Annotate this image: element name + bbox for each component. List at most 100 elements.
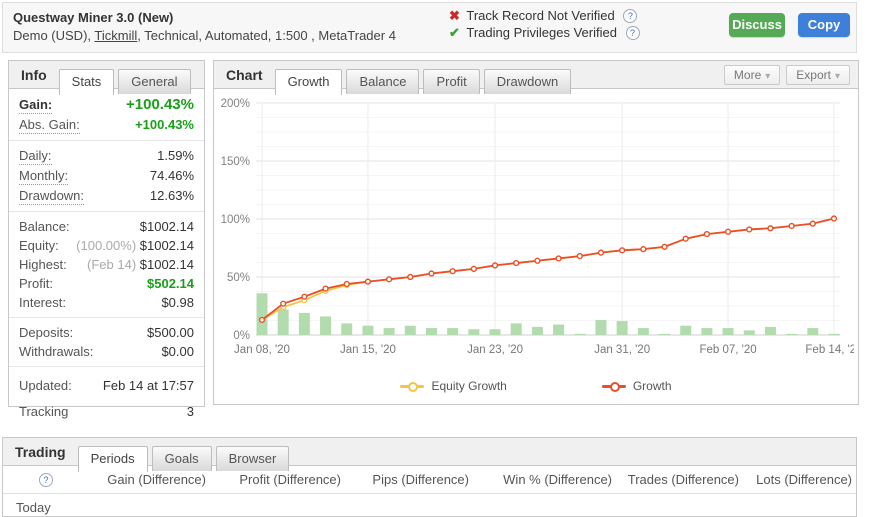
growth-chart-svg: 0% 50% 100% 150% 200% Jan 08, '20 Jan 15, '20 J…: [221, 98, 863, 356]
chart-tab-profit[interactable]: Profit: [423, 69, 480, 94]
stat-value: +100.43%: [135, 117, 194, 132]
export-button[interactable]: Export ▾: [786, 65, 850, 85]
stat-value-note: (100.00%): [76, 238, 140, 253]
stat-label: Daily:: [19, 148, 52, 165]
trading-panel-title: Trading: [15, 444, 66, 460]
stat-value: $0.98: [161, 295, 194, 310]
stat-label: Balance:: [19, 219, 70, 234]
verification-block: ✖ Track Record Not Verified ? ✔ Trading …: [449, 7, 640, 41]
stat-row-balance: Balance: $1002.14: [9, 217, 204, 236]
column-header-gain-difference[interactable]: Gain (Difference): [107, 472, 206, 487]
chart-tab-drawdown[interactable]: Drawdown: [483, 69, 572, 94]
svg-text:Feb 14, '20: Feb 14, '20: [805, 344, 854, 356]
stat-value: 1.59%: [157, 148, 194, 163]
svg-text:Feb 07, '20: Feb 07, '20: [699, 344, 756, 356]
info-tab-general[interactable]: General: [118, 69, 191, 94]
chevron-down-icon: ▾: [834, 71, 840, 82]
account-header: Questway Miner 3.0 (New) Demo (USD), Tic…: [2, 2, 857, 53]
column-header-lots-difference[interactable]: Lots (Difference): [756, 472, 852, 487]
legend-item-growth[interactable]: Growth: [601, 379, 672, 393]
column-header-win-difference[interactable]: Win % (Difference): [503, 472, 612, 487]
stat-value: 74.46%: [149, 168, 194, 183]
trading-tab-periods[interactable]: Periods: [77, 446, 148, 472]
stat-row-drawdown: Drawdown: 12.63%: [9, 186, 204, 206]
stat-value: (100.00%) $1002.14: [76, 238, 194, 253]
stat-label: Abs. Gain:: [19, 117, 80, 134]
stat-label: Equity:: [19, 238, 59, 253]
column-header-trades-difference[interactable]: Trades (Difference): [627, 472, 739, 487]
trading-tab-browser[interactable]: Browser: [215, 446, 290, 471]
stat-row-interest: Interest: $0.98: [9, 293, 204, 312]
stat-value: $502.14: [147, 276, 194, 291]
stat-label: Drawdown:: [19, 188, 85, 205]
divider: [9, 140, 204, 141]
stat-row-profit: Profit: $502.14: [9, 274, 204, 293]
more-button[interactable]: More ▾: [723, 65, 781, 85]
help-icon[interactable]: ?: [39, 473, 53, 487]
stat-label: Updated:: [19, 378, 72, 393]
account-title: Questway Miner 3.0 (New): [13, 10, 174, 25]
copy-button[interactable]: Copy: [798, 13, 850, 37]
legend-marker-icon: [601, 381, 626, 392]
stat-label: Highest:: [19, 257, 67, 272]
stat-label: Interest:: [19, 295, 66, 310]
svg-text:50%: 50%: [227, 272, 250, 284]
legend-item-equity-growth[interactable]: Equity Growth: [400, 379, 507, 393]
stat-label: Profit:: [19, 276, 53, 291]
svg-text:0%: 0%: [233, 330, 250, 342]
stat-value: $0.00: [161, 344, 194, 359]
stat-value: 3: [186, 404, 194, 419]
chart-tab-growth[interactable]: Growth: [274, 69, 343, 95]
stat-row-withdrawals: Withdrawals: $0.00: [9, 342, 204, 361]
info-tabbar: Info Stats General: [9, 61, 204, 95]
stat-value: Feb 14 at 17:57: [102, 378, 194, 393]
legend-label: Growth: [632, 379, 672, 393]
chart-panel: Chart Growth Balance Profit Drawdown More ▾ …: [213, 60, 863, 405]
trading-privileges-label: Trading Privileges Verified: [466, 25, 617, 40]
chart-tab-balance[interactable]: Balance: [346, 69, 420, 94]
info-panel-title: Info: [21, 67, 47, 83]
check-icon: ✔: [449, 25, 460, 40]
info-tab-stats[interactable]: Stats: [58, 69, 115, 95]
help-icon[interactable]: ?: [623, 9, 638, 23]
stat-value: (Feb 14) $1002.14: [87, 257, 194, 272]
table-row-today[interactable]: Today: [16, 500, 51, 515]
stat-row-highest: Highest: (Feb 14) $1002.14: [9, 255, 204, 274]
stat-label: Tracking: [19, 404, 69, 419]
legend-label: Equity Growth: [431, 379, 507, 393]
broker-link[interactable]: Tickmill: [94, 28, 138, 43]
trading-tab-goals[interactable]: Goals: [151, 446, 212, 471]
chevron-down-icon: ▾: [765, 71, 771, 82]
column-header-profit-difference[interactable]: Profit (Difference): [239, 472, 341, 487]
svg-text:200%: 200%: [221, 98, 250, 110]
stat-value: $1002.14: [139, 219, 194, 234]
account-subtitle: Demo (USD), Tickmill, Technical, Automat…: [13, 28, 396, 43]
discuss-button[interactable]: Discuss: [729, 13, 785, 37]
growth-chart: 0% 50% 100% 150% 200% Jan 08, '20 Jan 15, '20 J…: [216, 91, 863, 378]
stat-row-abs-gain: Abs. Gain: +100.43%: [9, 115, 204, 135]
divider: [9, 211, 204, 212]
stat-value: $500.00: [147, 325, 194, 340]
stat-row-gain: Gain: +100.43%: [9, 95, 204, 115]
stat-row-tracking: Tracking 3: [9, 398, 204, 424]
svg-text:100%: 100%: [221, 214, 250, 226]
growth-line: [261, 217, 835, 321]
stat-label: Monthly:: [19, 168, 69, 185]
stat-label: Deposits:: [19, 325, 74, 340]
divider: [9, 317, 204, 318]
track-record-status: ✖ Track Record Not Verified ?: [449, 7, 640, 24]
svg-text:Jan 08, '20: Jan 08, '20: [234, 344, 290, 356]
track-record-label: Track Record Not Verified: [466, 8, 615, 23]
svg-text:150%: 150%: [221, 156, 250, 168]
chart-legend: Equity Growth Growth: [214, 379, 858, 393]
account-subtitle-suffix: , Technical, Automated, 1:500 , MetaTrad…: [137, 28, 396, 43]
stats-list: Gain: +100.43% Abs. Gain: +100.43% Daily: 1.5…: [9, 89, 204, 424]
stat-row-deposits: Deposits: $500.00: [9, 323, 204, 342]
stat-row-updated: Updated: Feb 14 at 17:57: [9, 372, 204, 398]
chart-tabbar: Chart Growth Balance Profit Drawdown More ▾ …: [214, 61, 858, 95]
column-header-pips-difference[interactable]: Pips (Difference): [372, 472, 469, 487]
trading-tabbar: Trading Periods Goals Browser: [3, 438, 856, 472]
help-icon[interactable]: ?: [625, 26, 640, 40]
bar-series: [256, 293, 840, 335]
stat-row-daily: Daily: 1.59%: [9, 146, 204, 166]
